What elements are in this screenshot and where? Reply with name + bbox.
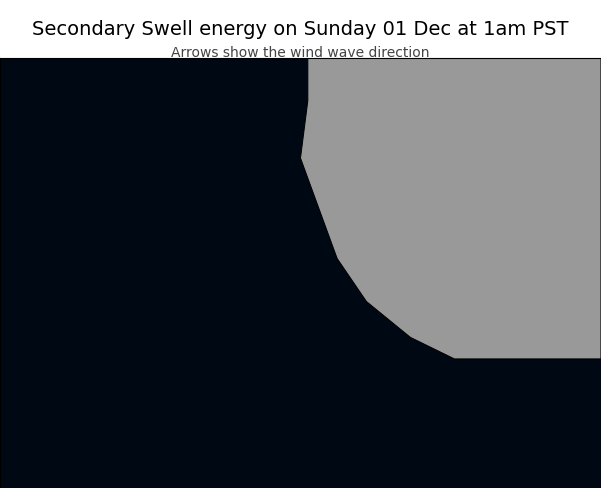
Text: Arrows show the wind wave direction: Arrows show the wind wave direction bbox=[171, 46, 430, 61]
Polygon shape bbox=[300, 59, 601, 359]
Text: Secondary Swell energy on Sunday 01 Dec at 1am PST: Secondary Swell energy on Sunday 01 Dec … bbox=[32, 20, 569, 39]
